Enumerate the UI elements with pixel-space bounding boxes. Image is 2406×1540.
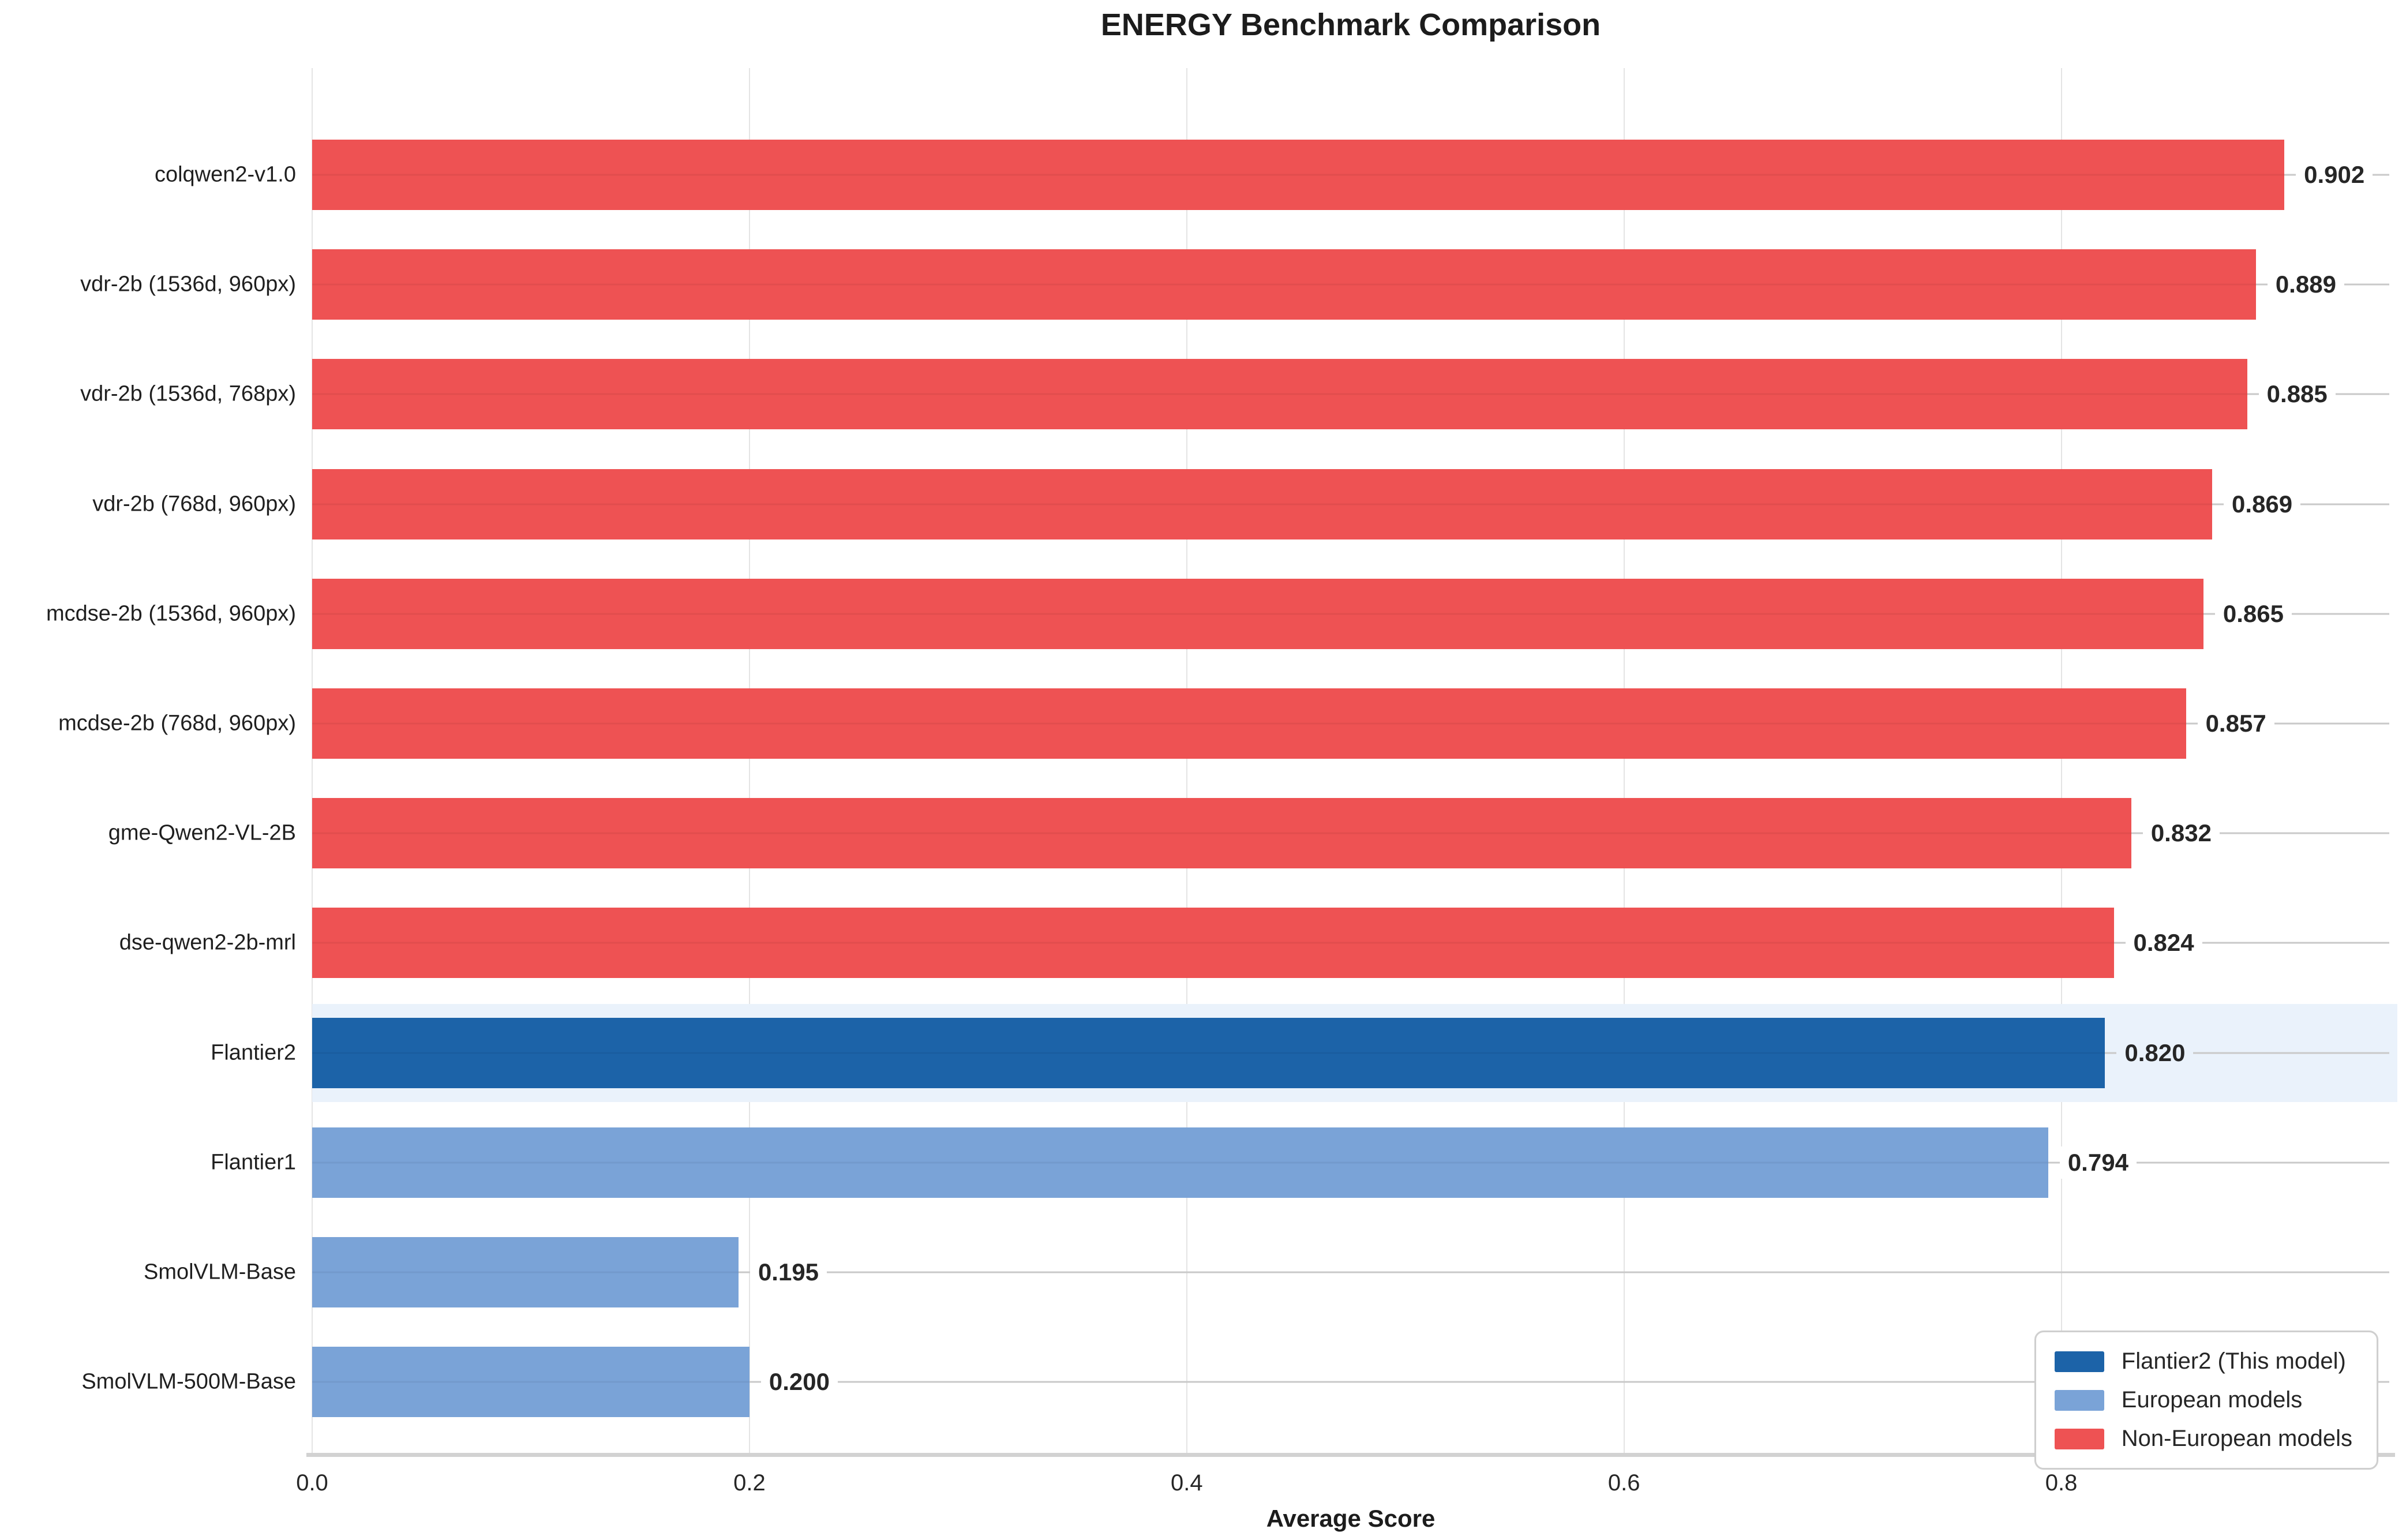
bar	[312, 359, 2247, 430]
value-label: 0.195	[749, 1256, 827, 1288]
value-label: 0.869	[2224, 488, 2301, 520]
y-axis-label: vdr-2b (1536d, 768px)	[80, 381, 296, 406]
bar	[312, 1237, 739, 1307]
value-label: 0.820	[2116, 1036, 2194, 1069]
legend-label: Non-European models	[2121, 1426, 2352, 1451]
bar-row: 0.857 mcdse-2b (768d, 960px)	[58, 669, 2389, 778]
bar	[312, 578, 2203, 649]
bar	[312, 1347, 749, 1418]
bar	[312, 688, 2186, 759]
row-guide-line	[312, 1271, 2389, 1273]
x-tick-label: 0.8	[2045, 1470, 2078, 1496]
y-axis-label: Flantier1	[211, 1150, 296, 1175]
x-tick-label: 0.0	[296, 1470, 328, 1496]
row-guide-line	[312, 1381, 2389, 1383]
value-label: 0.889	[2267, 268, 2344, 301]
plot-area: 0.902 colqwen2-v1.0 0.889 vdr-2b (1536d,…	[46, 68, 2397, 1457]
bar	[312, 908, 2114, 979]
bar	[312, 249, 2256, 320]
value-label: 0.857	[2197, 707, 2274, 740]
legend-label: European models	[2121, 1387, 2303, 1412]
bar-row: 0.794 Flantier1	[211, 1108, 2389, 1217]
value-label: 0.794	[2059, 1146, 2137, 1179]
legend-item-non-european: Non-European models	[2054, 1426, 2352, 1452]
bar-row: 0.200 SmolVLM-500M-Base	[81, 1327, 2389, 1437]
y-axis-label: Flantier2	[211, 1040, 296, 1065]
value-label: 0.824	[2125, 927, 2202, 960]
bar-row: 0.902 colqwen2-v1.0	[155, 120, 2389, 230]
legend-swatch-european-icon	[2054, 1389, 2104, 1411]
x-tick-labels: 0.0 0.2 0.4 0.6 0.8	[296, 1470, 2389, 1499]
y-axis-label: gme-Qwen2-VL-2B	[108, 820, 296, 845]
x-axis-title: Average Score	[1266, 1505, 1436, 1532]
legend-item-european: European models	[2054, 1387, 2352, 1413]
y-axis-label: vdr-2b (768d, 960px)	[92, 492, 296, 516]
y-axis-label: SmolVLM-500M-Base	[81, 1369, 296, 1394]
value-label: 0.865	[2214, 597, 2292, 630]
value-label: 0.832	[2142, 817, 2220, 850]
bar-row: 0.889 vdr-2b (1536d, 960px)	[80, 230, 2389, 339]
bar-row: 0.865 mcdse-2b (1536d, 960px)	[46, 559, 2389, 669]
grid-line	[1186, 68, 1187, 1455]
x-tick-label: 0.6	[1607, 1470, 1640, 1496]
legend: Flantier2 (This model) European models N…	[2034, 1331, 2378, 1470]
bar	[312, 1017, 2105, 1088]
legend-swatch-this-model-icon	[2054, 1351, 2104, 1372]
legend-label: Flantier2 (This model)	[2121, 1348, 2346, 1374]
bar-row: 0.832 gme-Qwen2-VL-2B	[108, 778, 2389, 888]
grid-line	[312, 68, 313, 1455]
bar	[312, 139, 2285, 210]
value-label: 0.902	[2296, 158, 2373, 191]
grid-line	[2060, 68, 2062, 1455]
bar-row: 0.820 Flantier2	[211, 998, 2397, 1108]
value-label: 0.885	[2258, 378, 2336, 411]
y-axis-label: colqwen2-v1.0	[154, 162, 296, 187]
bar-row: 0.885 vdr-2b (1536d, 768px)	[80, 339, 2389, 449]
bar	[312, 798, 2131, 869]
bar-row: 0.195 SmolVLM-Base	[144, 1217, 2389, 1327]
y-axis-label: mcdse-2b (1536d, 960px)	[46, 601, 296, 626]
y-axis-label: dse-qwen2-2b-mrl	[119, 930, 296, 955]
x-tick-label: 0.4	[1170, 1470, 1203, 1496]
bar-row: 0.824 dse-qwen2-2b-mrl	[119, 888, 2389, 998]
legend-item-this-model: Flantier2 (This model)	[2054, 1348, 2352, 1374]
x-axis-line	[306, 1453, 2395, 1457]
value-label: 0.200	[760, 1366, 838, 1399]
bar	[312, 1127, 2048, 1198]
y-axis-label: vdr-2b (1536d, 960px)	[80, 272, 296, 297]
x-tick-label: 0.2	[733, 1470, 766, 1496]
y-axis-label: SmolVLM-Base	[144, 1260, 296, 1284]
legend-swatch-non-european-icon	[2054, 1428, 2104, 1449]
chart-title: ENERGY Benchmark Comparison	[1100, 8, 1601, 42]
grid-line	[1623, 68, 1625, 1455]
grid-line	[748, 68, 750, 1455]
y-axis-label: mcdse-2b (768d, 960px)	[58, 711, 296, 736]
bar-row: 0.869 vdr-2b (768d, 960px)	[92, 449, 2389, 559]
bar	[312, 469, 2213, 539]
